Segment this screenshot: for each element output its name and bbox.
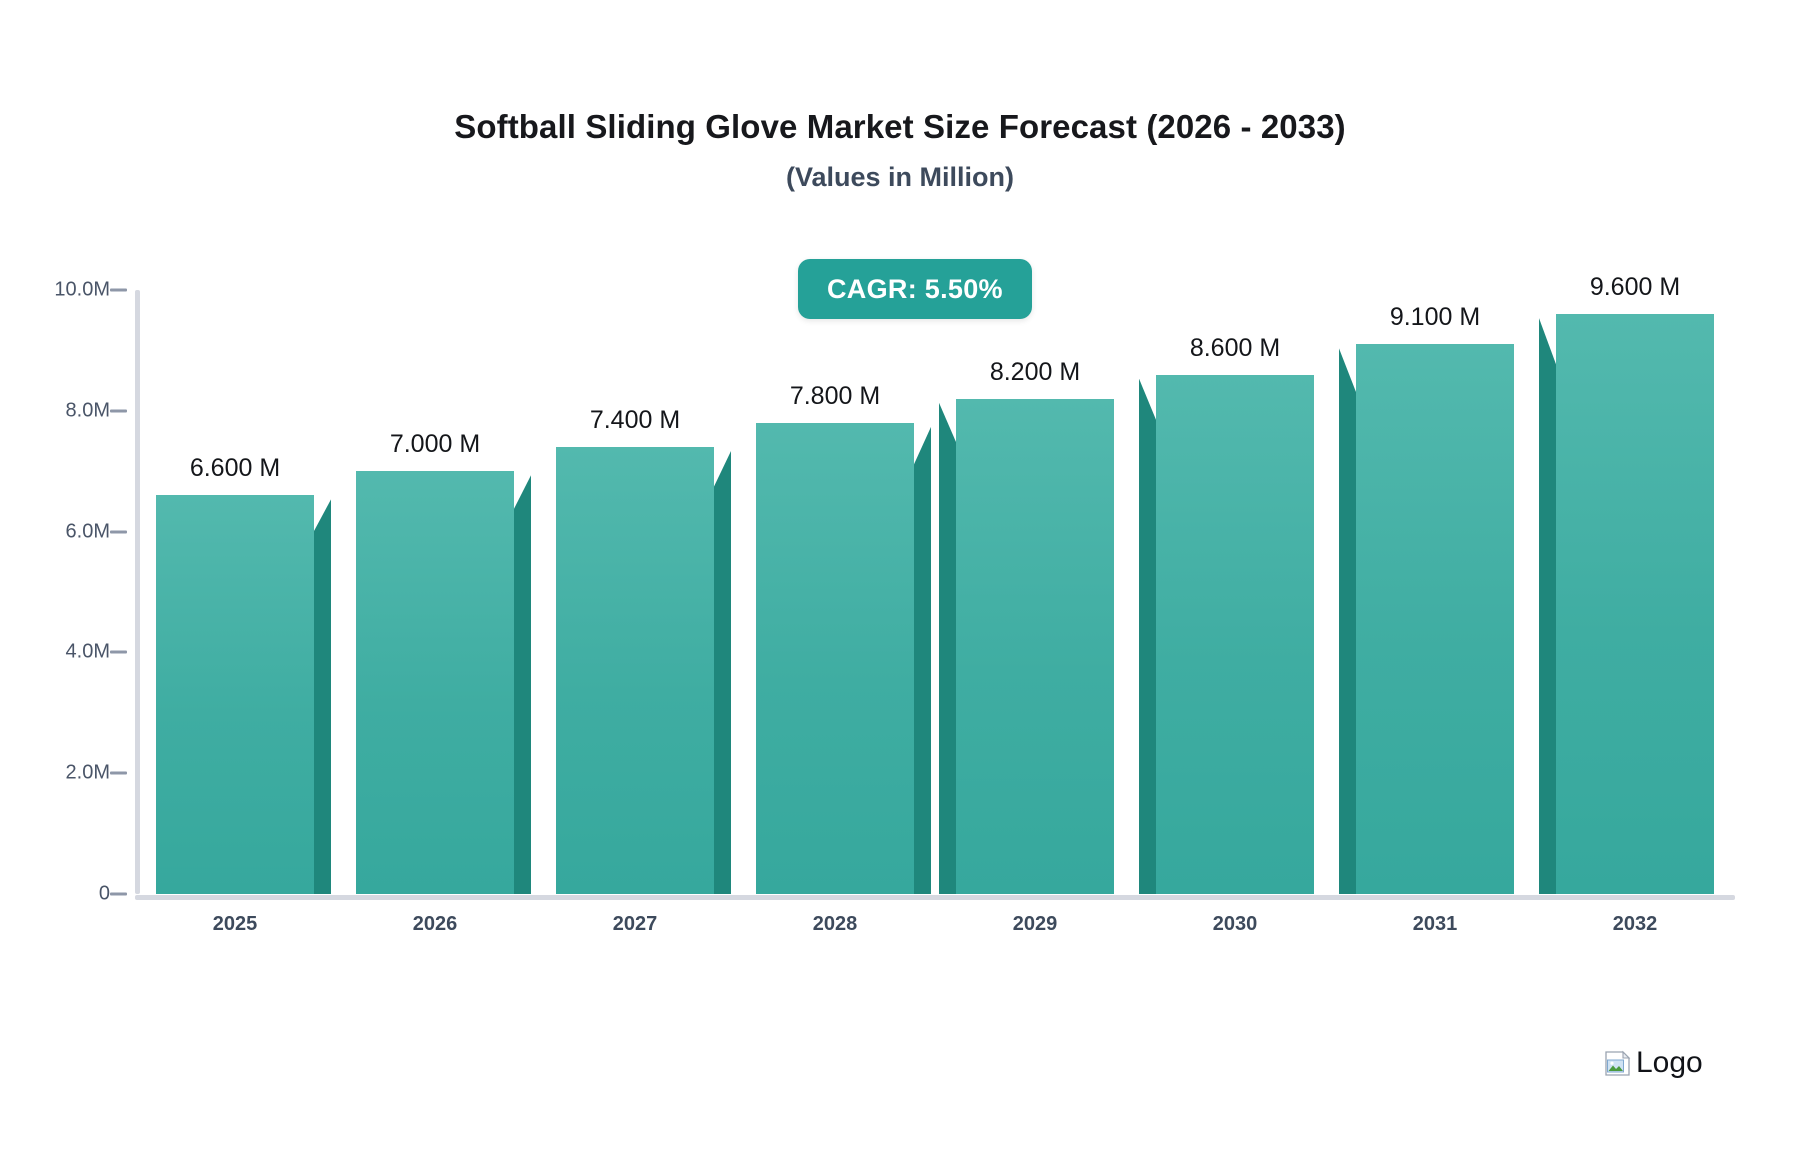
- bar-front-face: [156, 495, 314, 894]
- x-axis-tick-label: 2030: [1212, 913, 1258, 935]
- bar-value-label: 9.100 M: [1389, 303, 1481, 332]
- bar-side-face: [1339, 348, 1356, 894]
- y-axis-line: [135, 290, 140, 894]
- bar-value-label: 7.400 M: [589, 406, 681, 435]
- x-axis-line: [135, 895, 1735, 900]
- plot-area: 6.600 M 7.000 M 7.400 M 7.800 M 8.200 M 8.600…: [135, 273, 1735, 900]
- logo-alt-text: Logo: [1636, 1046, 1703, 1079]
- y-axis-tick-label: 0: [98, 882, 110, 905]
- x-axis-tick-label: 2032: [1612, 913, 1658, 935]
- bar-side-face: [1139, 378, 1156, 894]
- bar-column[interactable]: 6.600 M: [156, 290, 331, 894]
- chart-subtitle: (Values in Million): [785, 161, 1015, 192]
- y-axis-tick-mark: [110, 530, 127, 534]
- bar-value-label: 6.600 M: [189, 454, 281, 483]
- bar-series: 6.600 M 7.000 M 7.400 M 7.800 M 8.200 M 8.600…: [135, 273, 1735, 894]
- bar-column[interactable]: 9.600 M: [1539, 273, 1714, 894]
- x-axis-tick-label: 2026: [412, 913, 458, 935]
- y-axis-tick-mark: [110, 892, 127, 896]
- y-axis-tick-mark: [110, 409, 127, 413]
- x-axis-tick-label: 2028: [812, 913, 858, 935]
- bar-side-face: [514, 475, 531, 894]
- y-axis-tick-label: 2.0M: [65, 761, 110, 784]
- logo: Logo: [1604, 1048, 1703, 1078]
- x-axis-tick-label: 2031: [1412, 913, 1458, 935]
- bar-front-face: [956, 398, 1114, 894]
- y-axis-tick-mark: [110, 288, 127, 292]
- cagr-badge: CAGR: 5.50%: [798, 259, 1032, 319]
- y-axis-tick-label: 4.0M: [65, 640, 110, 663]
- bar-column[interactable]: 8.200 M: [939, 290, 1114, 894]
- bar-column[interactable]: 9.100 M: [1339, 290, 1514, 894]
- x-axis-tick-label: 2029: [1012, 913, 1058, 935]
- bar-side-face: [714, 451, 731, 894]
- bar-value-label: 9.600 M: [1589, 273, 1681, 302]
- bar-column[interactable]: 8.600 M: [1139, 290, 1314, 894]
- x-axis-tick-label: 2025: [212, 913, 258, 935]
- bar-column[interactable]: 7.800 M: [756, 290, 931, 894]
- y-axis-tick-mark: [110, 771, 127, 775]
- bar-front-face: [356, 471, 514, 894]
- bar-value-label: 7.800 M: [789, 381, 881, 410]
- bar-front-face: [1356, 344, 1514, 894]
- bar-column[interactable]: 7.400 M: [556, 290, 731, 894]
- bar-side-face: [314, 499, 331, 894]
- page-title: Softball Sliding Glove Market Size Forec…: [454, 108, 1346, 145]
- bar-value-label: 8.200 M: [989, 357, 1081, 386]
- y-axis-tick-mark: [110, 650, 127, 654]
- bar-front-face: [1156, 374, 1314, 894]
- y-axis-tick-label: 8.0M: [65, 399, 110, 422]
- bar-front-face: [756, 422, 914, 894]
- y-axis-tick-label: 10.0M: [54, 278, 110, 301]
- bar-front-face: [556, 447, 714, 894]
- bar-side-face: [914, 426, 931, 894]
- bar-side-face: [939, 402, 956, 894]
- bar-column[interactable]: 7.000 M: [356, 290, 531, 894]
- x-axis-tick-label: 2027: [612, 913, 658, 935]
- bar-value-label: 8.600 M: [1189, 333, 1281, 362]
- bar-front-face: [1556, 314, 1714, 894]
- bar-value-label: 7.000 M: [389, 430, 481, 459]
- bar-side-face: [1539, 318, 1556, 894]
- x-axis-labels: 2025 2026 2027 2028 2029 2030 2031 2032: [135, 913, 1735, 953]
- broken-image-icon: [1604, 1048, 1634, 1078]
- cagr-badge-label: CAGR: 5.50%: [827, 273, 1003, 304]
- title-block: Softball Sliding Glove Market Size Forec…: [0, 108, 1800, 193]
- y-axis-tick-label: 6.0M: [65, 520, 110, 543]
